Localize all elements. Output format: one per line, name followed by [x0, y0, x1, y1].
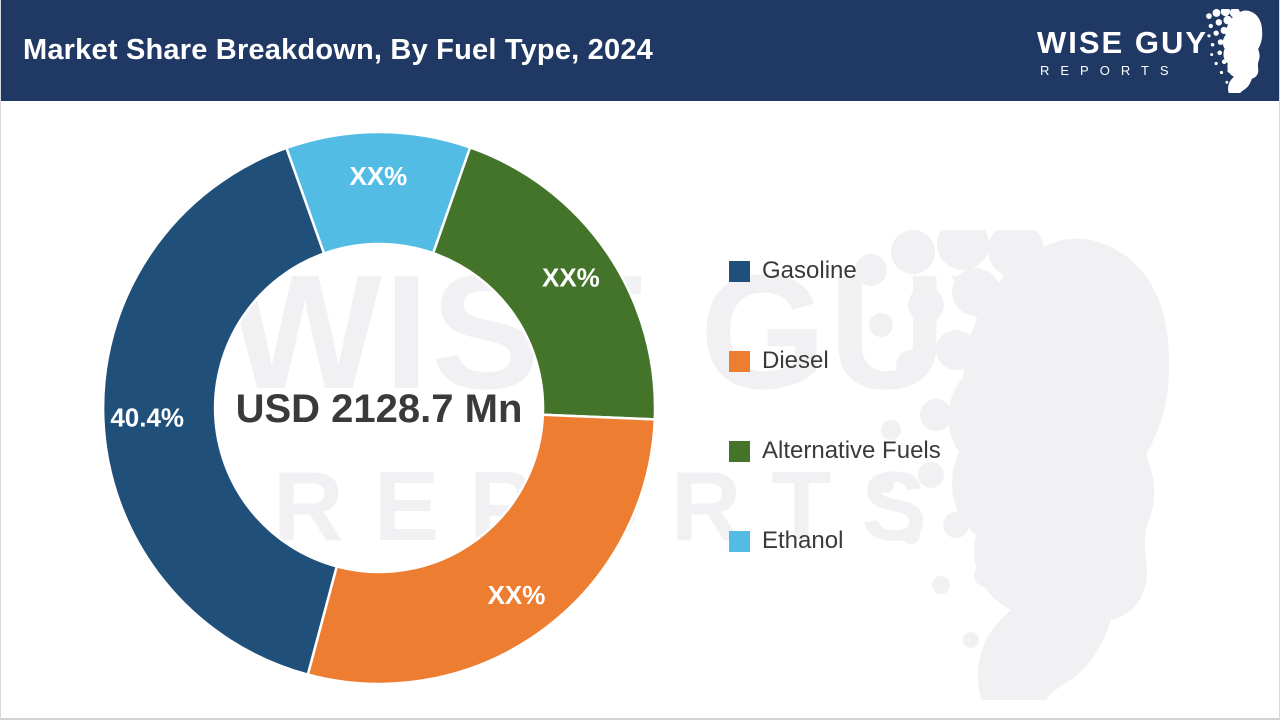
legend-swatch — [729, 530, 750, 552]
header-bar: Market Share Breakdown, By Fuel Type, 20… — [1, 0, 1279, 101]
donut-center-value: USD 2128.7 Mn — [236, 387, 523, 431]
donut-segment-alternative-fuels — [431, 146, 657, 421]
legend-label: Gasoline — [762, 257, 857, 284]
brand-wordmark: WISE GUY — [1037, 25, 1209, 60]
legend-item-gasoline: Gasoline — [729, 258, 941, 284]
wiseguy-face-icon — [1206, 9, 1263, 93]
legend-label: Diesel — [762, 347, 829, 374]
segment-value-label: 40.4% — [110, 402, 184, 432]
legend-item-alternative-fuels: Alternative Fuels — [729, 438, 941, 464]
segment-value-label: XX% — [542, 263, 600, 293]
legend-label: Ethanol — [762, 527, 844, 554]
legend-label: Alternative Fuels — [762, 437, 941, 464]
brand-subtext: REPORTS — [1040, 63, 1180, 78]
donut-segment-diesel — [306, 413, 657, 686]
donut-segment-gasoline — [101, 146, 338, 676]
page-title: Market Share Breakdown, By Fuel Type, 20… — [23, 34, 653, 66]
brand-logo: WISE GUY REPORTS — [1019, 7, 1271, 95]
legend-swatch — [729, 260, 750, 282]
legend-swatch — [729, 440, 750, 462]
segment-value-label: XX% — [349, 161, 407, 191]
segment-value-label: XX% — [488, 580, 546, 610]
legend-item-ethanol: Ethanol — [729, 528, 941, 554]
legend-item-diesel: Diesel — [729, 348, 941, 374]
legend: Gasoline Diesel Alternative Fuels Ethanol — [729, 258, 941, 618]
legend-swatch — [729, 350, 750, 372]
